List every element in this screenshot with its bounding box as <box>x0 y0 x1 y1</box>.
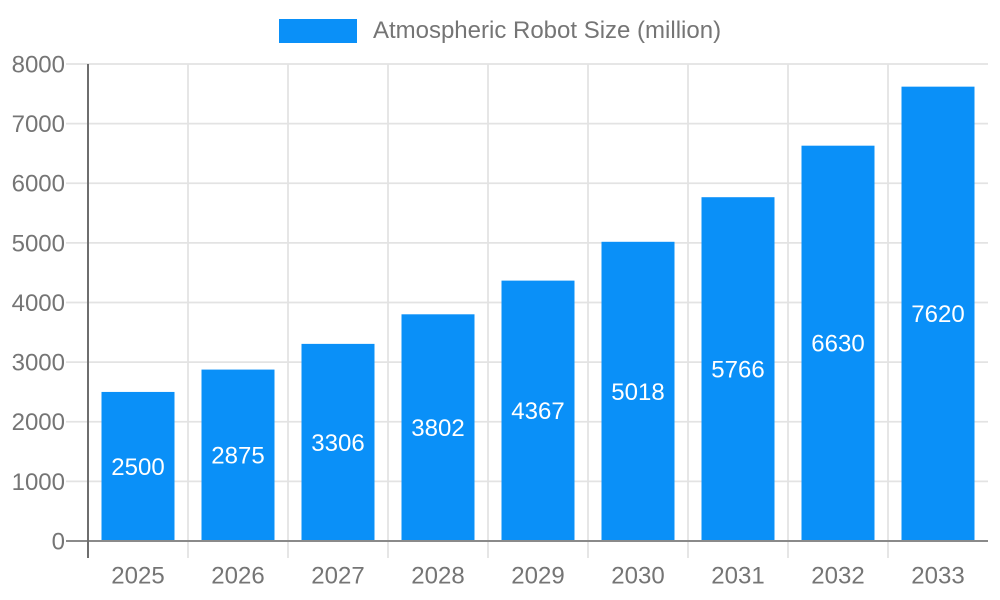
legend-swatch <box>278 19 357 43</box>
x-tick-label: 2030 <box>611 562 664 589</box>
x-tick-label: 2026 <box>211 562 264 589</box>
y-tick-label: 4000 <box>12 290 65 317</box>
bar-2030[interactable] <box>601 241 675 541</box>
y-tick-label: 8000 <box>12 51 65 78</box>
bar-value-label: 7620 <box>911 301 964 328</box>
x-tick-label: 2029 <box>511 562 564 589</box>
bar-2028[interactable] <box>401 314 475 541</box>
bar-value-label: 2875 <box>211 443 264 470</box>
bar-2026[interactable] <box>201 369 275 541</box>
legend-label: Atmospheric Robot Size (million) <box>372 17 722 44</box>
bar-value-label: 5766 <box>711 357 764 384</box>
x-tick-label: 2028 <box>411 562 464 589</box>
x-tick-label: 2032 <box>811 562 864 589</box>
bar-value-label: 4367 <box>511 398 564 425</box>
bar-value-label: 3802 <box>411 415 464 442</box>
bar-value-label: 5018 <box>611 379 664 406</box>
y-tick-label: 1000 <box>12 469 65 496</box>
y-tick-label: 5000 <box>12 230 65 257</box>
y-tick-label: 3000 <box>12 350 65 377</box>
bar-2033[interactable] <box>901 86 975 541</box>
bar-2029[interactable] <box>501 280 575 541</box>
bar-2027[interactable] <box>301 343 375 541</box>
bar-value-label: 3306 <box>311 430 364 457</box>
y-tick-label: 6000 <box>12 171 65 198</box>
x-tick-label: 2025 <box>111 562 164 589</box>
y-tick-label: 2000 <box>12 409 65 436</box>
y-tick-label: 0 <box>52 528 65 555</box>
x-tick-label: 2031 <box>711 562 764 589</box>
bar-2025[interactable] <box>101 391 175 541</box>
y-tick-label: 7000 <box>12 111 65 138</box>
bar-2031[interactable] <box>701 197 775 541</box>
x-tick-label: 2033 <box>911 562 964 589</box>
chart-legend[interactable]: Atmospheric Robot Size (million) <box>0 19 1000 43</box>
bar-2032[interactable] <box>801 145 875 541</box>
bar-value-label: 2500 <box>111 454 164 481</box>
x-tick-label: 2027 <box>311 562 364 589</box>
bar-value-label: 6630 <box>811 331 864 358</box>
